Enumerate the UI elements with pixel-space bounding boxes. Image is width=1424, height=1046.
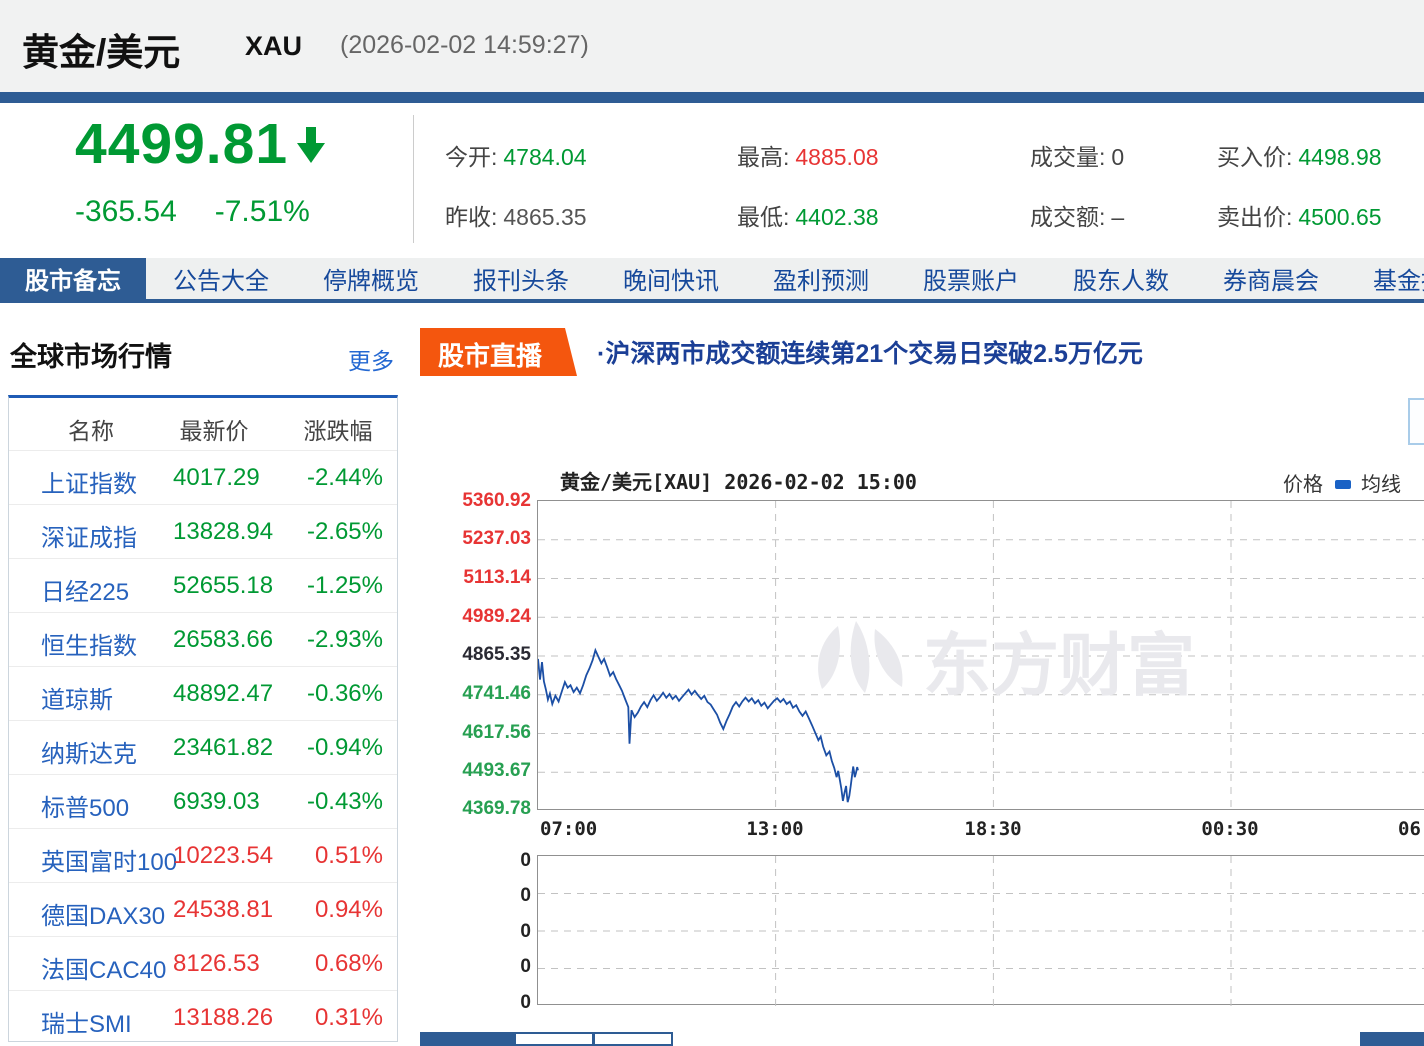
table-row[interactable]: 瑞士SMI 13188.26 0.31% <box>9 990 397 1044</box>
nav-tabbar: 股市备忘 公告大全 停牌概览 报刊头条 晚间快讯 盈利预测 股票账户 股东人数 … <box>0 258 1424 303</box>
x-tick: 13:00 <box>746 818 804 840</box>
col-header-name: 名称 <box>68 418 114 444</box>
header-divider <box>0 92 1424 103</box>
tab-announcements[interactable]: 公告大全 <box>173 268 269 295</box>
table-row[interactable]: 上证指数 4017.29 -2.44% <box>9 450 397 504</box>
stat-open: 今开: 4784.04 <box>445 144 587 170</box>
side-widget-cutoff[interactable] <box>1408 398 1424 445</box>
chart-legend: 价格 均线 <box>1283 468 1401 497</box>
price-change: -365.54 <box>75 195 177 228</box>
table-row[interactable]: 纳斯达克 23461.82 -0.94% <box>9 720 397 774</box>
x-tick: 06 <box>1398 818 1421 840</box>
stat-low: 最低: 4402.38 <box>737 204 879 230</box>
legend-ma-label: 均线 <box>1361 474 1401 496</box>
page-title: 黄金/美元 <box>22 32 181 73</box>
y-tick: 4617.56 <box>462 722 531 743</box>
stat-prev-close: 昨收: 4865.35 <box>445 204 587 230</box>
quote-section: 4499.81 -365.54 -7.51% 今开: 4784.04 昨收: 4865… <box>0 103 1424 258</box>
table-row[interactable]: 道琼斯 48892.47 -0.36% <box>9 666 397 720</box>
quote-divider <box>413 115 414 243</box>
y-tick: 4741.46 <box>462 683 531 704</box>
stat-ask: 卖出价: 4500.65 <box>1217 204 1382 230</box>
volume-chart-plot[interactable] <box>537 855 1424 1006</box>
stat-turnover: 成交额: – <box>1030 204 1125 230</box>
bottom-tab-cutoff[interactable] <box>593 1032 673 1046</box>
y-tick: 4989.24 <box>462 606 531 627</box>
bottom-tab-active-cutoff[interactable] <box>420 1032 514 1046</box>
stat-bid: 买入价: 4498.98 <box>1217 144 1382 170</box>
bottom-tab-right-cutoff[interactable] <box>1360 1032 1424 1046</box>
tab-evening-express[interactable]: 晚间快讯 <box>623 268 719 295</box>
price-down-arrow-icon <box>296 125 326 170</box>
table-row[interactable]: 标普500 6939.03 -0.43% <box>9 774 397 828</box>
table-row[interactable]: 日经225 52655.18 -1.25% <box>9 558 397 612</box>
watermark-text: 东方财富 <box>923 628 1195 704</box>
stat-high: 最高: 4885.08 <box>737 144 879 170</box>
price-chart-plot[interactable]: 东方财富 <box>537 500 1424 811</box>
col-header-change: 涨跌幅 <box>303 418 373 444</box>
tab-press-headlines[interactable]: 报刊头条 <box>473 268 569 295</box>
volume-tick: 0 <box>520 921 531 942</box>
volume-tick: 0 <box>520 992 531 1013</box>
price-change-row: -365.54 -7.51% <box>75 195 348 229</box>
watermark-logo: 东方财富 <box>818 621 1195 704</box>
header: 黄金/美元 XAU (2026-02-02 14:59:27) <box>0 0 1424 92</box>
tab-market-memo[interactable]: 股市备忘 <box>0 258 146 299</box>
stat-volume: 成交量: 0 <box>1030 144 1125 170</box>
col-header-price: 最新价 <box>179 418 249 444</box>
sidebar-more-link[interactable]: 更多 <box>348 348 394 374</box>
bottom-tab-cutoff[interactable] <box>514 1032 594 1046</box>
live-banner-headline[interactable]: ·沪深两市成交额连续第21个交易日突破2.5万亿元 <box>597 340 1143 368</box>
volume-tick: 0 <box>520 850 531 871</box>
x-tick: 00:30 <box>1201 818 1259 840</box>
tab-broker-morning-meeting[interactable]: 券商晨会 <box>1223 268 1319 295</box>
volume-tick: 0 <box>520 956 531 977</box>
symbol-code: XAU <box>245 31 303 61</box>
table-row[interactable]: 法国CAC40 8126.53 0.68% <box>9 936 397 990</box>
legend-price-label: 价格 <box>1283 474 1323 496</box>
y-tick: 4369.78 <box>462 798 531 819</box>
y-tick: 4865.35 <box>462 644 531 665</box>
live-banner-ribbon <box>420 328 577 376</box>
chart-title: 黄金/美元[XAU] 2026-02-02 15:00 <box>560 470 917 494</box>
y-tick: 5360.92 <box>462 490 531 511</box>
global-markets-panel: 名称 最新价 涨跌幅 上证指数 4017.29 -2.44% 深证成指 13828.9… <box>8 395 398 1042</box>
x-tick: 18:30 <box>964 818 1022 840</box>
live-banner-badge: 股市直播 <box>437 341 542 371</box>
tab-suspension-overview[interactable]: 停牌概览 <box>323 268 419 295</box>
tab-fund-holdings[interactable]: 基金持仓 <box>1373 268 1424 295</box>
table-row[interactable]: 德国DAX30 24538.81 0.94% <box>9 882 397 936</box>
volume-tick: 0 <box>520 885 531 906</box>
tab-shareholder-count[interactable]: 股东人数 <box>1073 268 1169 295</box>
price-change-pct: -7.51% <box>214 195 310 228</box>
legend-line-marker-icon <box>1335 480 1351 489</box>
y-tick: 5113.14 <box>463 567 531 588</box>
y-tick: 4493.67 <box>462 760 531 781</box>
table-row[interactable]: 英国富时100 10223.54 0.51% <box>9 828 397 882</box>
y-tick: 5237.03 <box>462 528 531 549</box>
last-price: 4499.81 <box>75 112 289 176</box>
tab-profit-forecast[interactable]: 盈利预测 <box>773 268 869 295</box>
tab-stock-accounts[interactable]: 股票账户 <box>923 268 1019 295</box>
table-row[interactable]: 恒生指数 26583.66 -2.93% <box>9 612 397 666</box>
x-tick: 07:00 <box>540 818 598 840</box>
quote-timestamp: (2026-02-02 14:59:27) <box>340 31 589 59</box>
sidebar-title: 全球市场行情 <box>10 342 172 372</box>
price-line <box>537 647 859 803</box>
table-row[interactable]: 深证成指 13828.94 -2.65% <box>9 504 397 558</box>
